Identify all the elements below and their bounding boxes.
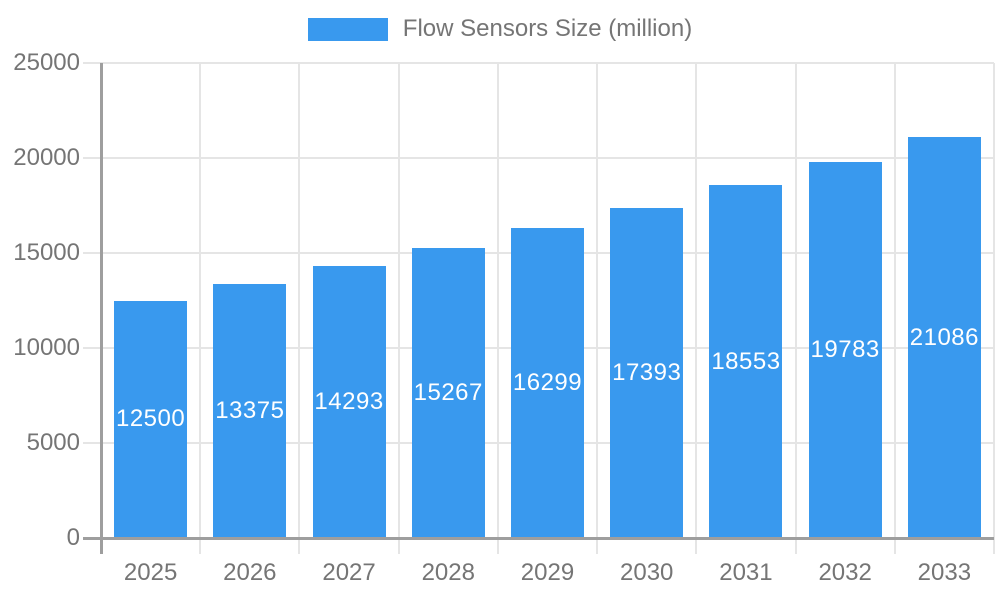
bar-2032: 19783 [808,162,882,538]
x-axis-line [83,536,994,540]
gridline-vertical [893,63,896,554]
y-tick-label: 25000 [13,49,80,76]
gridline-vertical [596,63,599,554]
bar-value-label: 12500 [115,405,186,433]
x-tick-label: 2027 [322,559,376,586]
x-tick-label: 2032 [818,559,872,586]
x-tick-label: 2030 [620,559,674,586]
x-tick-label: 2025 [123,559,178,586]
bar-value-label: 18553 [711,347,781,375]
bar-value-label: 14293 [314,388,384,416]
y-tick-label: 0 [66,524,80,551]
y-tick-label: 20000 [13,144,80,171]
bar-2026: 13375 [213,283,287,538]
x-tick-label: 2028 [421,559,475,586]
bar-value-label: 16299 [512,369,583,397]
y-axis-line [99,63,103,554]
bar-2028: 15267 [411,247,485,538]
bar-2030: 17393 [610,207,684,538]
x-tick-label: 2029 [520,559,575,586]
bar-2025: 12500 [114,300,188,538]
gridline-vertical [695,63,698,554]
gridline-vertical [397,63,400,554]
gridline-vertical [199,63,202,554]
bar-2031: 18553 [709,185,783,538]
y-tick-label: 5000 [26,429,80,456]
x-tick-label: 2026 [223,559,277,586]
y-tick-label: 15000 [13,239,80,266]
bar-value-label: 19783 [810,336,880,364]
plot-area: 12500 13375 14293 15267 16299 17393 18553 19783… [83,62,995,554]
y-tick-label: 10000 [13,334,80,361]
gridline-vertical [496,63,499,554]
legend-label: Flow Sensors Size (million) [402,15,693,42]
gridline-horizontal [83,62,994,64]
bar-2033: 21086 [907,137,981,538]
x-tick-label: 2033 [917,559,972,586]
bar-2027: 14293 [312,266,386,538]
bar-2029: 16299 [511,228,584,538]
bar-value-label: 17393 [612,358,682,386]
gridline-vertical [993,63,995,554]
x-tick-label: 2031 [719,559,773,586]
legend-item[interactable]: Flow Sensors Size (million) [0,14,1000,44]
bar-value-label: 21086 [909,323,979,351]
bar-value-label: 15267 [413,378,483,406]
gridline-horizontal [83,157,994,159]
gridline-vertical [298,63,301,554]
bar-value-label: 13375 [215,396,285,424]
gridline-vertical [794,63,797,554]
legend-swatch [307,17,388,41]
